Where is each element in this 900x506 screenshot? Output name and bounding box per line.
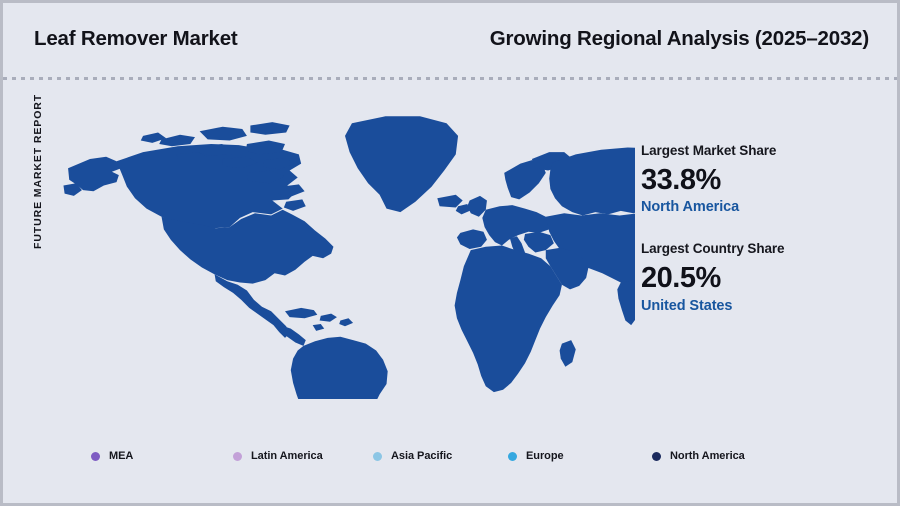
legend-swatch-icon [652,451,661,461]
world-map-svg [63,116,635,399]
stat-label: Largest Country Share [641,241,785,257]
legend-swatch-icon [233,451,242,461]
legend-label: Latin America [251,450,323,462]
legend-swatch-icon [91,451,100,461]
legend-swatch-icon [373,451,382,461]
stat-largest-market-share: Largest Market Share 33.8% North America [641,143,891,215]
legend-label: Asia Pacific [391,450,453,462]
legend-item-north-america: North America [652,450,745,462]
legend-item-mea: MEA [91,450,133,462]
page-title: Leaf Remover Market [34,27,238,50]
stat-value: 20.5% [641,262,721,295]
world-map-landmasses [63,116,635,399]
stat-region: United States [641,297,733,314]
legend-swatch-icon [508,451,517,461]
stat-label: Largest Market Share [641,143,777,158]
legend-item-asia-pacific: Asia Pacific [373,450,452,462]
header: Leaf Remover Market Growing Regional Ana… [3,3,897,75]
legend-label: North America [670,450,745,462]
header-divider [3,77,897,80]
page-subtitle: Growing Regional Analysis (2025–2032) [489,27,869,50]
legend: MEA Latin America Asia Pacific Europe No… [91,450,791,470]
legend-label: Europe [526,450,564,462]
stat-largest-country-share: Largest Country Share 20.5% United State… [641,241,891,313]
vertical-watermark: FUTURE MARKET REPORT [32,93,44,249]
stats-panel: Largest Market Share 33.8% North America… [641,143,891,314]
legend-item-latin-america: Latin America [233,450,323,462]
stat-region: North America [641,199,740,216]
legend-item-europe: Europe [508,450,564,462]
legend-label: MEA [109,450,134,462]
stat-value: 33.8% [641,164,721,196]
world-map [55,99,635,399]
